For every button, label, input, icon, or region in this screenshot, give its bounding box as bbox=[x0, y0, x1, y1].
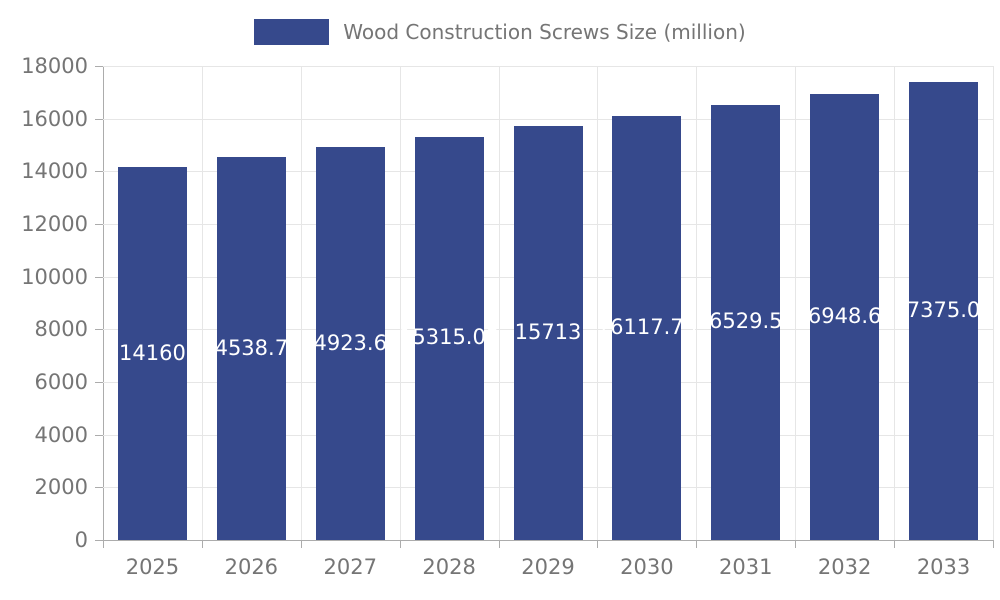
x-tick-label: 2033 bbox=[916, 555, 971, 579]
bar-2029[interactable] bbox=[513, 126, 583, 540]
v-gridline bbox=[201, 66, 203, 540]
y-tick-mark bbox=[95, 540, 103, 541]
plot-area: 14160 14538.73 14923.68 15315.05 15713 16117.… bbox=[103, 66, 994, 540]
y-tick-mark bbox=[95, 171, 103, 173]
y-tick-label: 14000 bbox=[21, 159, 88, 184]
v-gridline bbox=[399, 66, 401, 540]
legend-swatch bbox=[254, 19, 330, 45]
v-gridline bbox=[597, 66, 599, 540]
bar-2033[interactable] bbox=[909, 82, 979, 540]
x-tick-label: 2029 bbox=[521, 555, 575, 579]
x-tick-mark bbox=[300, 540, 302, 548]
bar-value-label: 14923.68 bbox=[300, 330, 401, 355]
y-tick-mark bbox=[95, 66, 103, 67]
x-tick-mark bbox=[696, 540, 698, 548]
y-tick-label: 0 bbox=[74, 528, 88, 552]
y-tick-label: 4000 bbox=[34, 422, 88, 447]
y-tick-label: 8000 bbox=[34, 317, 88, 342]
y-tick-mark bbox=[95, 118, 103, 120]
bar-2025[interactable] bbox=[117, 167, 187, 540]
y-tick-label: 2000 bbox=[34, 475, 88, 500]
bar-2032[interactable] bbox=[810, 93, 880, 540]
x-tick-mark bbox=[993, 540, 994, 548]
bar-value-label: 16117.75 bbox=[596, 314, 697, 339]
v-gridline bbox=[894, 66, 896, 540]
y-tick-label: 12000 bbox=[21, 212, 88, 236]
h-gridline bbox=[103, 118, 993, 120]
bar-value-label: 16948.63 bbox=[794, 303, 895, 328]
y-tick-mark bbox=[95, 224, 103, 225]
y-tick-mark bbox=[95, 434, 103, 436]
x-tick-mark bbox=[894, 540, 896, 548]
bar-2031[interactable] bbox=[711, 104, 781, 540]
bar-2027[interactable] bbox=[315, 147, 385, 540]
bar-2028[interactable] bbox=[414, 136, 484, 540]
x-tick-mark bbox=[201, 540, 203, 548]
x-tick-label: 2025 bbox=[125, 555, 180, 579]
y-tick-label: 6000 bbox=[34, 370, 88, 394]
x-tick-label: 2032 bbox=[817, 555, 872, 579]
x-tick-label: 2031 bbox=[719, 555, 773, 579]
x-tick-label: 2026 bbox=[224, 555, 279, 579]
v-gridline bbox=[993, 66, 994, 540]
y-tick-mark bbox=[95, 276, 103, 278]
y-tick-label: 10000 bbox=[21, 264, 88, 289]
x-tick-mark bbox=[795, 540, 797, 548]
bar-value-label: 16529.54 bbox=[695, 309, 796, 334]
x-tick-label: 2030 bbox=[620, 555, 674, 579]
bar-value-label: 15315.05 bbox=[399, 325, 500, 350]
h-gridline bbox=[103, 66, 993, 67]
x-tick-mark bbox=[597, 540, 599, 548]
x-tick-label: 2028 bbox=[422, 555, 476, 579]
bar-2030[interactable] bbox=[612, 115, 682, 540]
x-tick-label: 2027 bbox=[323, 555, 377, 579]
y-tick-mark bbox=[95, 382, 103, 383]
bar-value-label: 14538.73 bbox=[201, 335, 302, 360]
bar-value-label: 15713 bbox=[514, 320, 582, 345]
legend-label: Wood Construction Screws Size (million) bbox=[343, 20, 746, 44]
v-gridline bbox=[300, 66, 302, 540]
v-gridline bbox=[498, 66, 500, 540]
y-tick-mark bbox=[95, 487, 103, 489]
v-gridline bbox=[795, 66, 797, 540]
bar-value-label: 17375.06 bbox=[893, 298, 994, 323]
v-gridline bbox=[696, 66, 698, 540]
bar-value-label: 14160 bbox=[119, 340, 186, 365]
y-tick-label: 16000 bbox=[21, 106, 88, 131]
x-tick-mark bbox=[103, 540, 104, 548]
bar-2026[interactable] bbox=[216, 157, 286, 540]
x-axis-line bbox=[103, 540, 993, 541]
x-tick-mark bbox=[498, 540, 500, 548]
y-axis-line bbox=[103, 66, 104, 548]
y-tick-label: 18000 bbox=[21, 54, 88, 78]
y-tick-mark bbox=[95, 329, 103, 331]
x-tick-mark bbox=[399, 540, 401, 548]
legend[interactable]: Wood Construction Screws Size (million) bbox=[0, 19, 1000, 45]
